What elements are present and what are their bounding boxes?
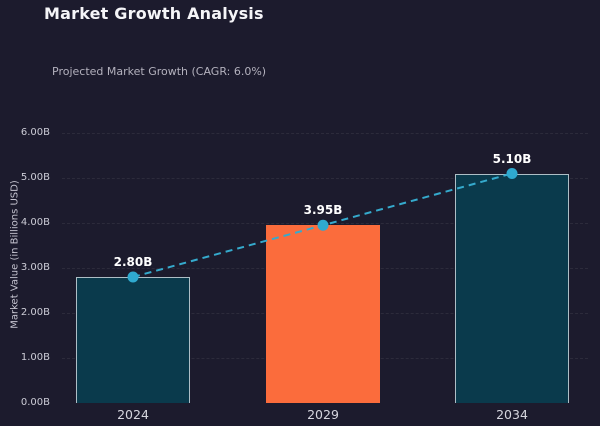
x-tick-label: 2024 bbox=[117, 407, 149, 422]
y-tick-label: 4.00B bbox=[20, 217, 50, 228]
y-tick-label: 3.00B bbox=[20, 262, 50, 273]
bar-value-label: 3.95B bbox=[303, 203, 343, 218]
y-tick-label: 5.00B bbox=[20, 172, 50, 183]
chart-title: Market Growth Analysis bbox=[44, 4, 264, 23]
trend-marker bbox=[127, 271, 139, 283]
chart-subtitle: Projected Market Growth (CAGR: 6.0%) bbox=[52, 65, 267, 78]
y-tick-label: 2.00B bbox=[20, 307, 50, 318]
gridline bbox=[62, 133, 588, 134]
bar-2024 bbox=[76, 277, 190, 403]
y-tick-label: 6.00B bbox=[20, 127, 50, 138]
bar-value-label: 5.10B bbox=[492, 151, 532, 166]
y-tick-label: 1.00B bbox=[20, 352, 50, 363]
bar-2034 bbox=[455, 173, 569, 403]
x-tick-label: 2034 bbox=[496, 407, 528, 422]
bar-value-label: 2.80B bbox=[113, 255, 153, 269]
x-tick-label: 2029 bbox=[307, 407, 339, 422]
gridline bbox=[62, 178, 588, 179]
y-tick-label: 0.00B bbox=[20, 397, 50, 408]
trend-marker bbox=[506, 168, 518, 179]
trend-marker bbox=[317, 219, 329, 231]
bar-2029 bbox=[266, 225, 380, 403]
